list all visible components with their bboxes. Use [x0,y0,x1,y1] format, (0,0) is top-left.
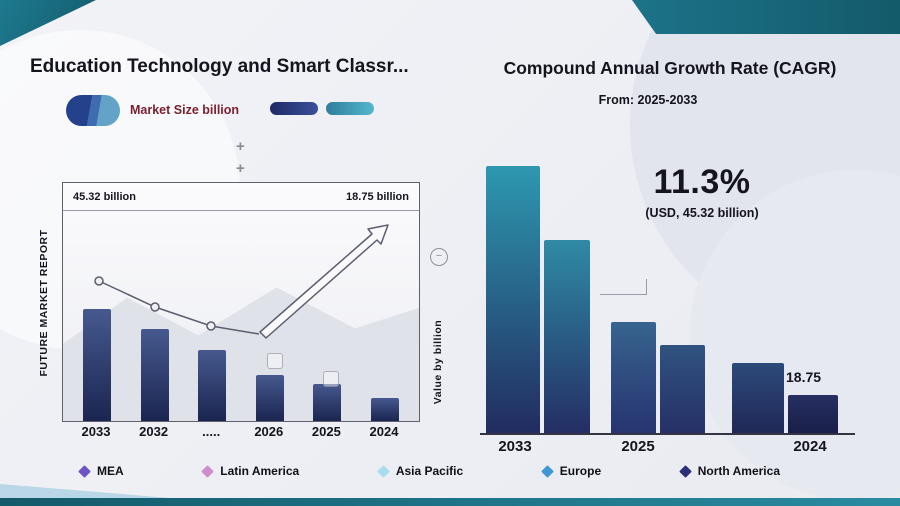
bar-2032 [140,329,169,421]
page-title: Education Technology and Smart Classr... [30,56,409,77]
cagr-chart [480,160,855,433]
diamond-icon [201,464,215,478]
legend-item-mea: MEA [78,464,124,478]
region-legend: MEA Latin America Asia Pacific Europe No… [78,464,780,478]
legend-label: Latin America [220,464,300,478]
circle-minus-decoration: − [430,248,448,266]
legend-label: MEA [97,464,124,478]
cagr-x-label-2024: 2024 [793,438,827,455]
bar-2025 [313,384,342,421]
value-annotation-18-75: 18.75 [786,369,822,385]
side-label-future-market-report: FUTURE MARKET REPORT [38,229,50,377]
legend-item-latin-america: Latin America [201,464,300,478]
x-label-ellipsis: ..... [202,424,221,439]
x-label-2024: 2024 [369,424,399,439]
x-label-2026: 2026 [254,424,284,439]
market-size-bars [63,211,419,421]
market-size-legend-label: Market Size billion [130,103,240,117]
bottom-left-wedge-decoration [0,484,170,498]
market-size-chart: 45.32 billion 18.75 billion [62,182,420,422]
legend-item-europe: Europe [540,464,602,478]
bottom-teal-bar [0,498,900,506]
cagr-bar-2025-b [660,345,705,433]
ghost-icon-decoration [267,353,283,369]
cagr-subtitle: From: 2025-2033 [598,93,698,107]
diamond-icon [540,464,554,478]
plus-decoration: + [236,138,245,155]
cagr-title: Compound Annual Growth Rate (CAGR) [503,58,837,78]
legend-label: Asia Pacific [395,464,464,478]
cagr-usd-detail: (USD, 45.32 billion) [645,206,759,220]
diamond-icon [678,464,692,478]
cagr-bar-2025-a [611,322,656,433]
cagr-x-label-2025: 2025 [621,438,655,455]
market-size-legend-icon [66,95,120,126]
legend-label: Europe [559,464,602,478]
diamond-icon [78,464,91,478]
annotation-45-32-billion: 45.32 billion [73,191,136,203]
bar-2024 [370,398,399,421]
left-chart-x-axis: 2033 2032 ..... 2026 2025 2024 [62,424,418,439]
cagr-x-label-2033: 2033 [498,438,532,455]
step-bracket-decoration [600,279,647,295]
cagr-bar-2033-b [544,240,590,433]
legend-item-asia-pacific: Asia Pacific [376,464,464,478]
pill-decoration-teal [326,102,374,115]
value-axis-label: Value by billion [432,319,444,405]
legend-label: North America [697,464,780,478]
x-label-2033: 2033 [81,424,111,439]
x-label-2032: 2032 [139,424,169,439]
chart-top-rule [63,210,419,211]
cagr-x-axis-line [480,433,855,435]
diamond-icon [376,464,390,478]
bar-2033 [83,309,111,421]
plus-decoration: + [236,160,245,177]
bar-2026 [255,375,284,421]
cagr-bar-2024-b [788,395,838,433]
legend-item-north-america: North America [678,464,780,478]
cagr-bar-2024-a [732,363,784,433]
x-label-2025: 2025 [311,424,341,439]
cagr-percentage: 11.3% [653,163,751,201]
bar-ellipsis-years [198,350,227,421]
pill-decoration-navy [270,102,318,115]
ghost-icon-decoration [323,371,339,387]
top-right-teal-band [632,0,900,34]
cagr-bar-2033-a [486,166,540,433]
trend-line-and-arrow [94,224,389,339]
annotation-18-75-billion: 18.75 billion [346,191,409,203]
